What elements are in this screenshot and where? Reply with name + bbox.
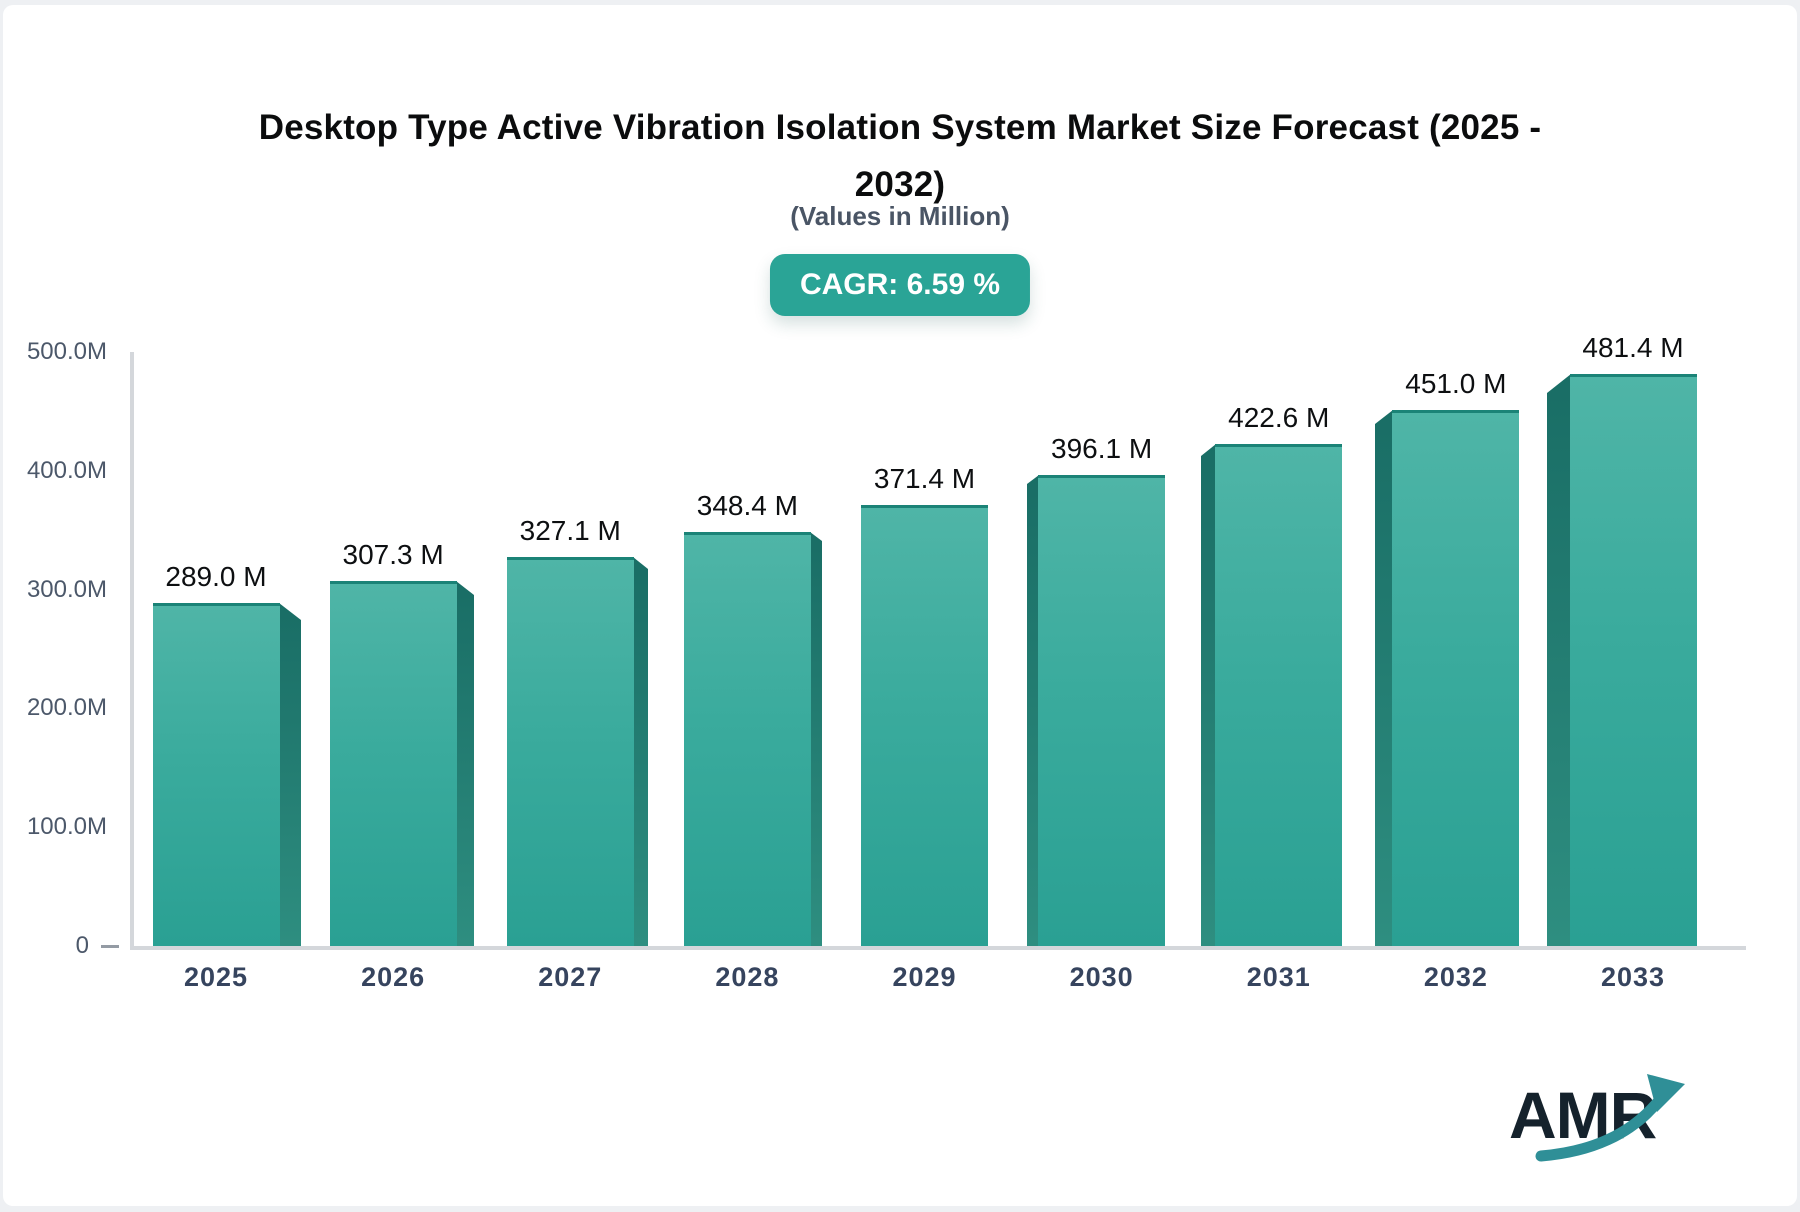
bar [1215,444,1342,946]
x-axis-label: 2033 [1600,962,1666,992]
bar-value-label: 481.4 M [1582,332,1684,363]
y-axis-tick-label: 300.0M [26,575,107,603]
bar-value-label: 371.4 M [873,463,976,494]
bar-value-label: 422.6 M [1228,402,1330,433]
chart-subtitle: (Values in Million) [790,201,1010,231]
bar [684,532,811,946]
chart-title-line1: Desktop Type Active Vibration Isolation … [258,108,1542,147]
x-axis-label: 2031 [1246,962,1311,992]
bar-side-face [1547,374,1571,946]
plot-area: 500.0M 400.0M 300.0M 200.0M 100.0M 0 289.0 M 20… [3,5,1797,1206]
y-axis-tick-label: 400.0M [26,456,107,484]
bar-value-label: 348.4 M [696,490,798,521]
y-axis-tick-label: 0 [75,932,89,959]
bar [1392,410,1519,946]
bar [1570,374,1697,946]
bar-side-face [279,603,301,946]
y-axis-tick-label: 100.0M [26,813,107,841]
y-axis-line [130,352,134,950]
cagr-badge: CAGR: 6.59 % [769,254,1031,316]
x-axis-line [130,946,1746,950]
bar-value-label: 396.1 M [1051,433,1153,464]
chart-title: Desktop Type Active Vibration Isolation … [3,99,1797,213]
x-axis-label: 2032 [1423,962,1488,992]
bar-side-face [1375,410,1393,946]
amr-logo: AMR [1509,1074,1685,1162]
bar [861,505,988,946]
bar [153,603,280,946]
bar-side-face [1201,444,1216,946]
bar-side-face [810,532,822,946]
chart-card: Desktop Type Active Vibration Isolation … [3,5,1797,1206]
x-axis-label: 2027 [538,962,603,992]
x-axis-label: 2026 [361,962,426,992]
bar-side-face [456,581,474,946]
bar-value-label: 327.1 M [519,515,621,546]
amr-logo-text: AMR [1509,1078,1657,1152]
x-axis-label: 2025 [183,962,249,992]
bar-value-label: 451.0 M [1405,368,1507,399]
zero-tick-mark [101,945,119,948]
bar [330,581,457,946]
growth-arrow-icon [1535,1074,1685,1162]
y-axis-tick-label: 200.0M [26,694,107,722]
x-axis-label: 2029 [892,962,957,992]
chart-title-line2: 2032) [854,165,946,204]
x-axis-label: 2030 [1069,962,1134,992]
bar-value-label: 307.3 M [342,539,444,570]
y-axis-tick-label: 500.0M [26,338,107,365]
x-axis-label: 2028 [715,962,780,992]
bar-side-face [633,557,648,946]
bar-side-face [1027,475,1039,946]
bar-value-label: 289.0 M [165,561,267,592]
bar [1038,475,1165,946]
bar [507,557,634,946]
